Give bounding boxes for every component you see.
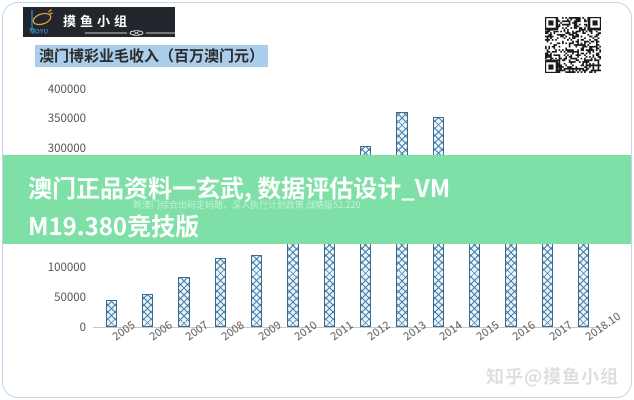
svg-text:MOYU: MOYU: [30, 30, 48, 36]
